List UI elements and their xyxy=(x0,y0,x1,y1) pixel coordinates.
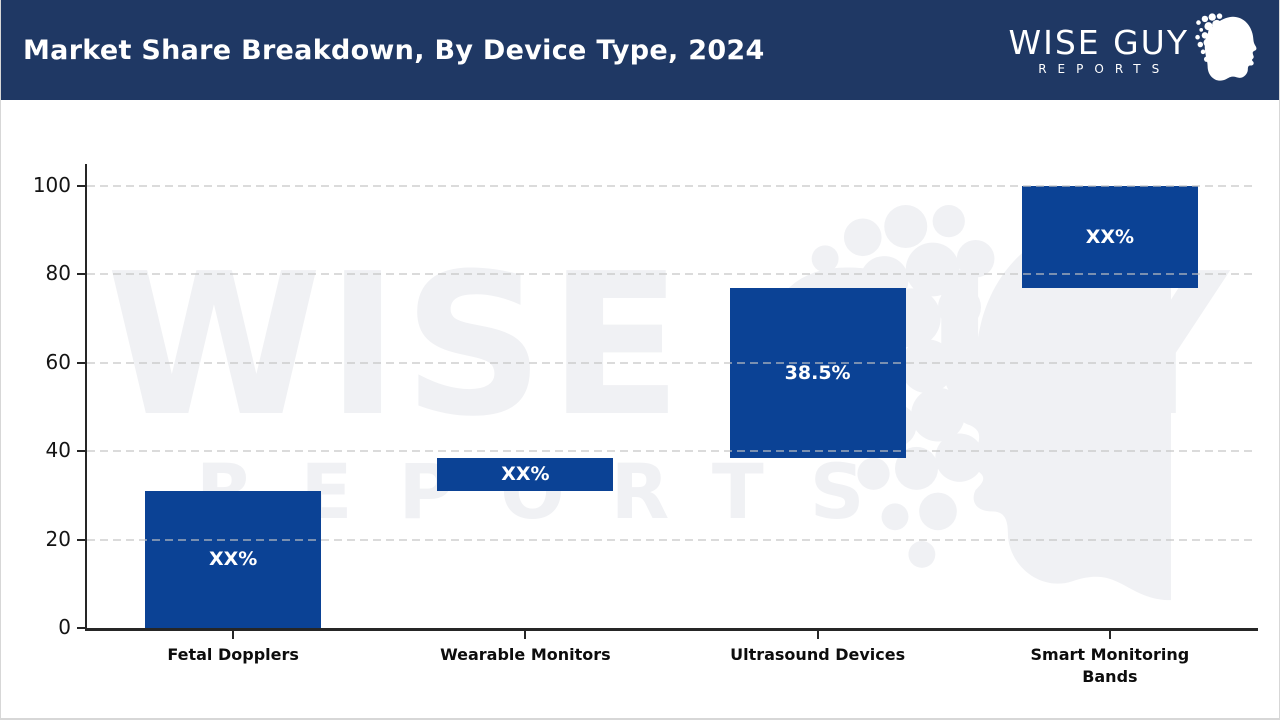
bar-ultrasound-devices: 38.5% xyxy=(729,287,906,458)
y-tick-label-100: 100 xyxy=(32,173,71,197)
y-tick-label-20: 20 xyxy=(45,526,71,551)
y-tick-label-60: 60 xyxy=(45,349,71,374)
x-category-label: Wearable Monitors xyxy=(440,645,611,664)
logo-name: WISE GUY xyxy=(1008,22,1189,62)
gridline-60 xyxy=(87,361,1256,364)
bar-wearable-monitors: XX% xyxy=(437,457,614,491)
bar-fetal-dopplers: XX% xyxy=(145,490,322,628)
bar-value-label: XX% xyxy=(1085,225,1135,248)
y-tick-mark-40 xyxy=(77,450,87,453)
header: Market Share Breakdown, By Device Type, … xyxy=(1,0,1279,100)
x-category-label: Fetal Dopplers xyxy=(167,645,299,664)
bar-value-label: XX% xyxy=(208,548,258,571)
logo-face-icon xyxy=(1195,13,1257,81)
bar-value-label: XX% xyxy=(501,463,550,486)
logo-text: WISE GUY REPORTS xyxy=(1008,26,1189,75)
y-tick-mark-0 xyxy=(77,627,87,629)
gridline-40 xyxy=(87,450,1256,453)
x-axis-spine xyxy=(85,628,1258,631)
bar-value-label: 38.5% xyxy=(784,361,851,384)
y-tick-label-80: 80 xyxy=(45,261,71,286)
y-tick-mark-60 xyxy=(77,361,87,364)
gridline-100 xyxy=(87,185,1256,187)
gridline-80 xyxy=(87,273,1256,276)
chart-area: WISE GUY REPORTS XX% XX% 38.5% XX% 0 20 40 60 80… xyxy=(1,100,1279,718)
y-tick-mark-100 xyxy=(77,185,87,187)
gridline-20 xyxy=(87,538,1256,541)
plot-area: XX% XX% 38.5% XX% 0 20 40 60 80 100 Fetal Dopplers… xyxy=(1,100,1279,718)
logo: WISE GUY REPORTS xyxy=(1008,13,1257,87)
x-tick-mark-3 xyxy=(816,631,819,639)
y-tick-label-0: 0 xyxy=(58,615,71,639)
x-tick-mark-1 xyxy=(232,631,235,639)
logo-subtitle: REPORTS xyxy=(1038,61,1171,76)
y-tick-mark-20 xyxy=(77,538,87,541)
page-title: Market Share Breakdown, By Device Type, … xyxy=(23,34,765,66)
y-axis-spine xyxy=(85,163,87,631)
x-tick-mark-4 xyxy=(1108,631,1111,639)
x-category-label: Smart Monitoring Bands xyxy=(1030,645,1190,686)
y-tick-label-40: 40 xyxy=(45,438,71,463)
y-tick-mark-80 xyxy=(77,273,87,276)
x-category-label: Ultrasound Devices xyxy=(730,645,906,664)
x-tick-mark-2 xyxy=(524,631,527,639)
